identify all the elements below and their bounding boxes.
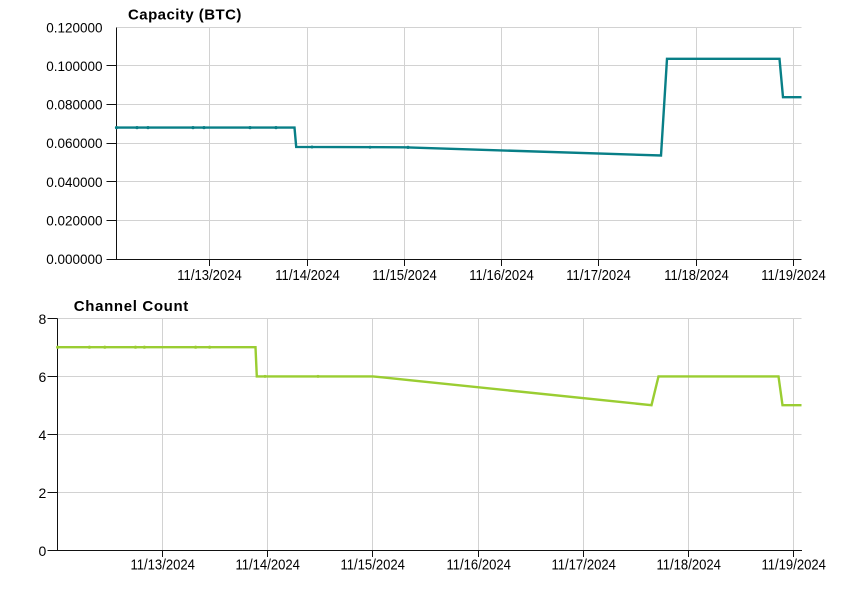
svg-text:11/14/2024: 11/14/2024 xyxy=(275,268,340,284)
svg-text:0.100000: 0.100000 xyxy=(46,59,102,74)
svg-text:0.020000: 0.020000 xyxy=(46,214,102,229)
svg-text:0.060000: 0.060000 xyxy=(46,136,102,151)
svg-text:0: 0 xyxy=(39,543,47,559)
svg-text:0.040000: 0.040000 xyxy=(46,175,102,190)
svg-text:11/19/2024: 11/19/2024 xyxy=(761,268,826,284)
svg-text:11/17/2024: 11/17/2024 xyxy=(566,268,631,284)
svg-text:Capacity (BTC): Capacity (BTC) xyxy=(128,7,242,24)
svg-text:0.080000: 0.080000 xyxy=(46,98,102,113)
svg-text:11/13/2024: 11/13/2024 xyxy=(177,268,242,284)
svg-text:0.120000: 0.120000 xyxy=(46,20,102,35)
svg-text:2: 2 xyxy=(39,485,47,501)
svg-text:4: 4 xyxy=(39,427,47,443)
svg-text:Channel Count: Channel Count xyxy=(74,298,189,315)
svg-text:11/16/2024: 11/16/2024 xyxy=(469,268,534,284)
svg-text:11/19/2024: 11/19/2024 xyxy=(761,557,826,573)
svg-text:11/14/2024: 11/14/2024 xyxy=(235,557,300,573)
svg-text:8: 8 xyxy=(39,311,47,327)
svg-text:0.000000: 0.000000 xyxy=(46,252,102,267)
svg-text:11/16/2024: 11/16/2024 xyxy=(446,557,511,573)
svg-text:11/18/2024: 11/18/2024 xyxy=(664,268,729,284)
svg-text:11/15/2024: 11/15/2024 xyxy=(372,268,437,284)
svg-text:6: 6 xyxy=(39,369,47,385)
svg-text:11/15/2024: 11/15/2024 xyxy=(340,557,405,573)
svg-text:11/18/2024: 11/18/2024 xyxy=(656,557,721,573)
svg-text:11/13/2024: 11/13/2024 xyxy=(130,557,195,573)
svg-text:11/17/2024: 11/17/2024 xyxy=(551,557,616,573)
